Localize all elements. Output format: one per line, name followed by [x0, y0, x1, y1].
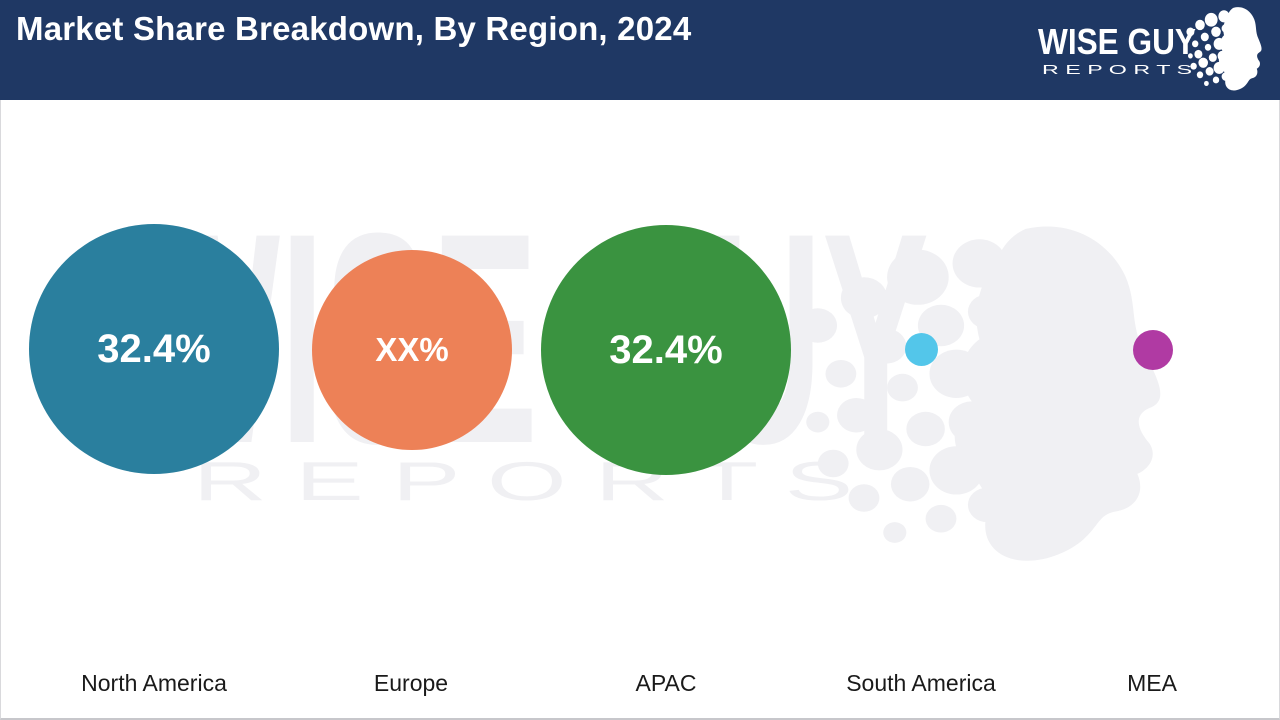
header-bar: Market Share Breakdown, By Region, 2024 … — [0, 0, 1280, 100]
brand-logo: WISE GUY R E P O R T S — [1038, 7, 1262, 91]
category-label-europe: Europe — [373, 670, 449, 696]
bubble-value-label: 32.4% — [97, 326, 211, 371]
category-label-south-america: South America — [846, 670, 996, 696]
watermark-subtext: R E P O R T S — [193, 450, 853, 512]
page-title: Market Share Breakdown, By Region, 2024 — [16, 10, 692, 47]
logo-wordmark: WISE GUY — [1038, 21, 1196, 62]
chart-area: WISE GUY R E P O R T S 32.4% XX% 32.4% N… — [0, 100, 1280, 720]
watermark-head-icon — [798, 226, 1161, 561]
bubble-apac: 32.4% — [541, 225, 791, 475]
logo-head-icon — [1186, 7, 1262, 91]
category-label-north-america: North America — [81, 670, 227, 696]
bubble-value-label: 32.4% — [609, 327, 723, 372]
bubble-value-label: XX% — [375, 331, 449, 368]
category-label-apac: APAC — [635, 670, 697, 696]
category-label-mea: MEA — [1127, 670, 1177, 696]
bubble-europe: XX% — [312, 250, 512, 450]
bubble-mea — [1133, 330, 1173, 370]
bubble-south-america — [905, 333, 938, 366]
logo-subtext: R E P O R T S — [1042, 62, 1193, 77]
bubble-north-america: 32.4% — [29, 224, 279, 474]
